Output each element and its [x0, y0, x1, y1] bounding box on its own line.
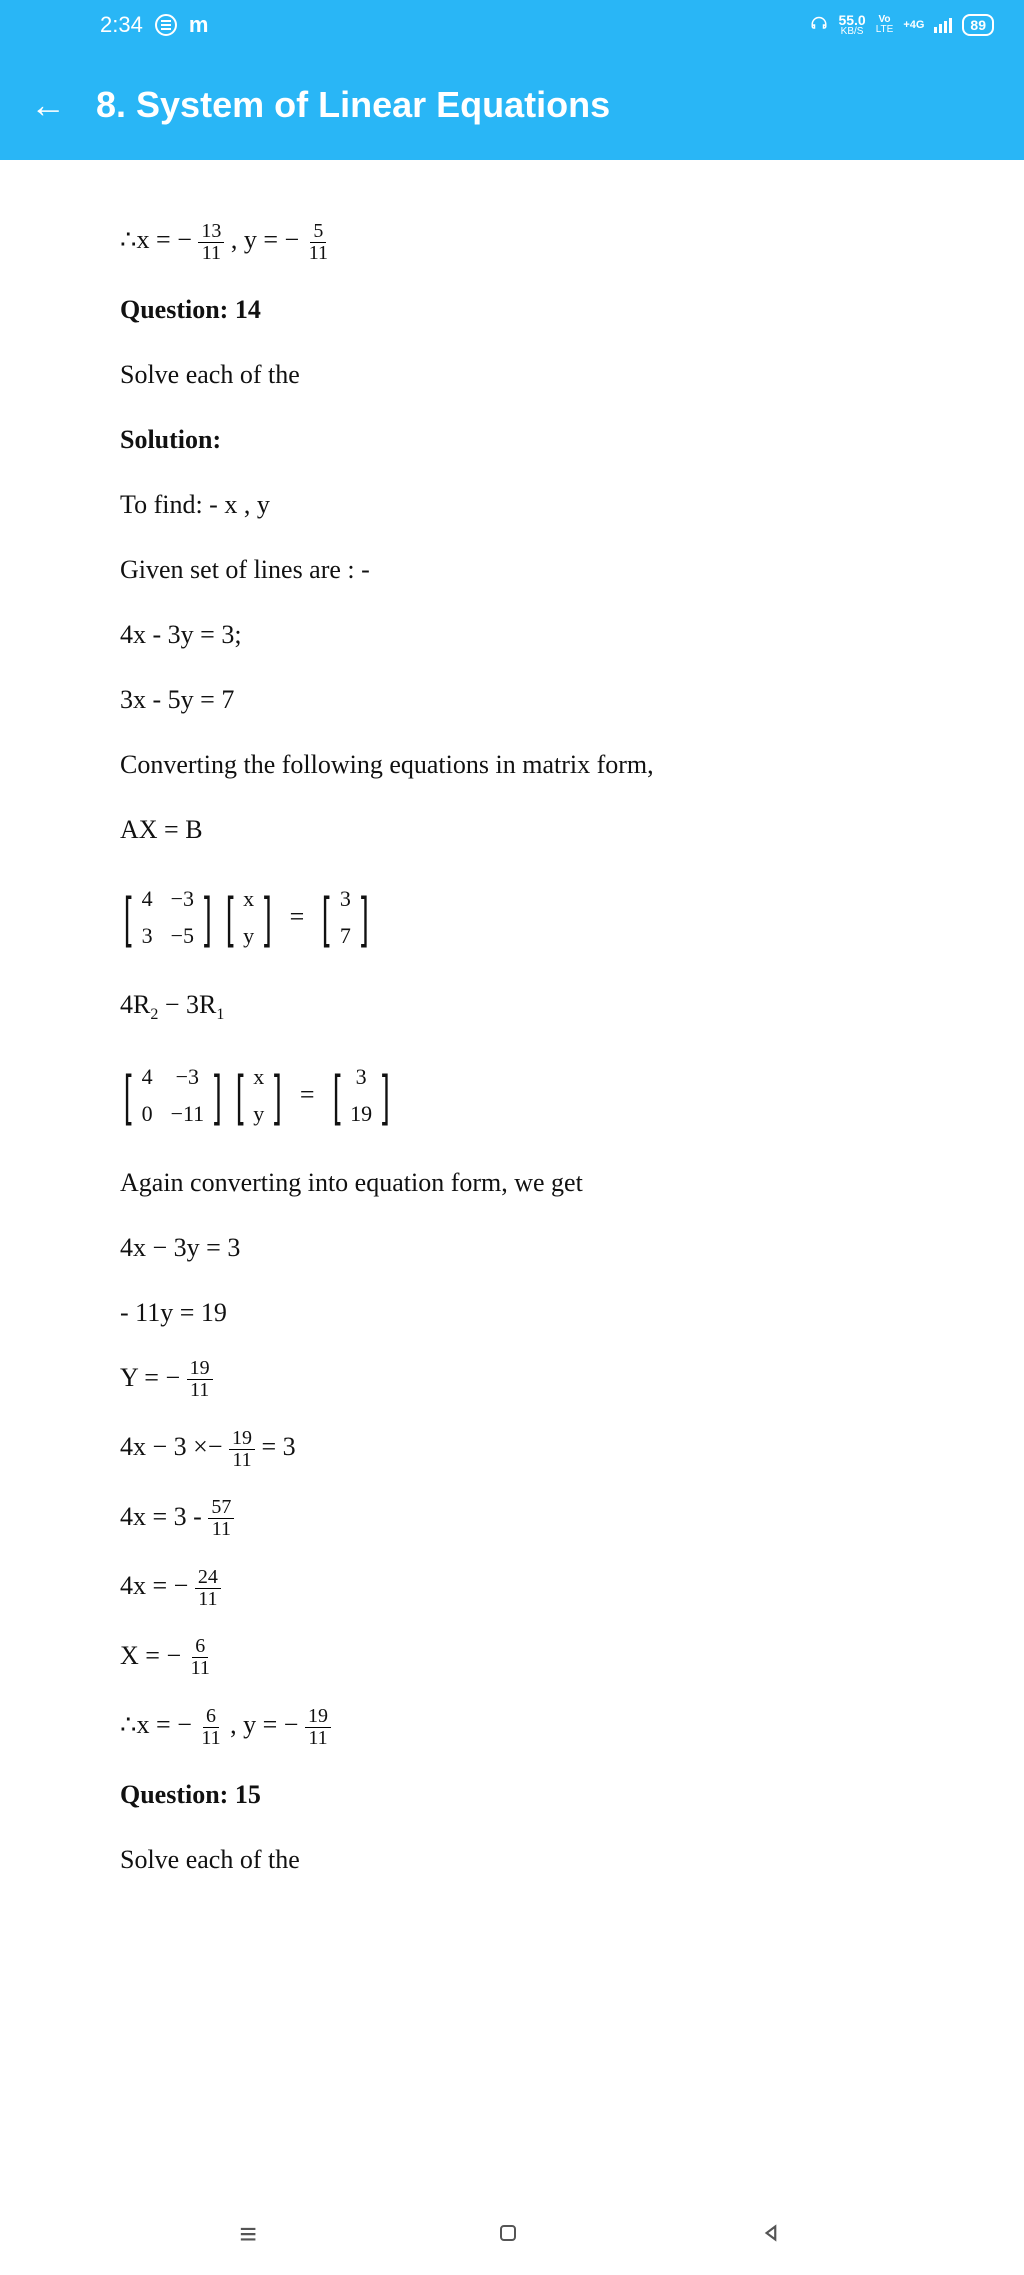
equation: 4x - 3y = 3; — [120, 615, 924, 654]
net-4g: +4G — [903, 20, 924, 31]
text-line: Again converting into equation form, we … — [120, 1163, 924, 1202]
text-line: To find: - x , y — [120, 485, 924, 524]
matrix-b: 37 — [340, 882, 351, 952]
final-answer: ∴x = − 611 , y = − 1911 — [120, 1705, 924, 1749]
equation: 4x = 3 - 5711 — [120, 1497, 924, 1541]
matrix-equation-1: [ 4−3 3−5 ] [ xy ] = [ 37 ] — [120, 875, 924, 959]
text-line: Solve each of the — [120, 1840, 924, 1879]
matrix-x2: xy — [253, 1060, 264, 1130]
data-rate: 55.0 KB/S — [838, 13, 865, 37]
equation: AX = B — [120, 810, 924, 849]
back-arrow-icon[interactable]: ← — [30, 84, 66, 126]
matrix-b2: 319 — [350, 1060, 372, 1130]
prev-answer-line: ∴x = − 13 11 , y = − 5 11 — [120, 220, 924, 264]
matrix-equation-2: [ 4−3 0−11 ] [ xy ] = [ 319 ] — [120, 1053, 924, 1137]
equation: Y = − 1911 — [120, 1358, 924, 1402]
matrix-a2: 4−3 0−11 — [142, 1060, 205, 1130]
home-icon[interactable] — [496, 2221, 520, 2250]
equation: X = − 611 — [120, 1636, 924, 1680]
app-letter: m — [189, 12, 209, 38]
signal-icon — [934, 18, 952, 33]
fraction: 5 11 — [306, 221, 331, 264]
equation: 4x − 3 ×− 1911 = 3 — [120, 1427, 924, 1471]
app-header: ← 8. System of Linear Equations — [0, 50, 1024, 160]
status-right: 55.0 KB/S Vo LTE +4G 89 — [810, 13, 994, 37]
solution-heading: Solution: — [120, 420, 924, 459]
page-title: 8. System of Linear Equations — [96, 84, 610, 126]
status-bar: 2:34 m 55.0 KB/S Vo LTE +4G 89 — [0, 0, 1024, 50]
matrix-a: 4−3 3−5 — [142, 882, 194, 952]
spotify-icon — [155, 14, 177, 36]
back-icon[interactable] — [759, 2220, 785, 2251]
row-operation: 4R2 − 3R1 — [120, 985, 924, 1027]
equation: 4x − 3y = 3 — [120, 1228, 924, 1267]
recent-apps-icon[interactable]: ≡ — [239, 2218, 257, 2252]
question-heading: Question: 15 — [120, 1775, 924, 1814]
text-line: Solve each of the — [120, 355, 924, 394]
battery-indicator: 89 — [962, 14, 994, 36]
clock: 2:34 — [100, 12, 143, 38]
equation: 4x = − 2411 — [120, 1566, 924, 1610]
document-content: ∴x = − 13 11 , y = − 5 11 Question: 14 S… — [0, 160, 1024, 1879]
text-line: Converting the following equations in ma… — [120, 745, 924, 784]
equation: - 11y = 19 — [120, 1293, 924, 1332]
question-heading: Question: 14 — [120, 290, 924, 329]
text-line: Given set of lines are : - — [120, 550, 924, 589]
equation: 3x - 5y = 7 — [120, 680, 924, 719]
headset-icon — [810, 16, 828, 34]
net-lte: Vo LTE — [876, 15, 894, 35]
status-left: 2:34 m — [100, 12, 208, 38]
fraction: 13 11 — [198, 221, 224, 264]
android-nav-bar: ≡ — [0, 2195, 1024, 2275]
matrix-x: xy — [243, 882, 254, 952]
